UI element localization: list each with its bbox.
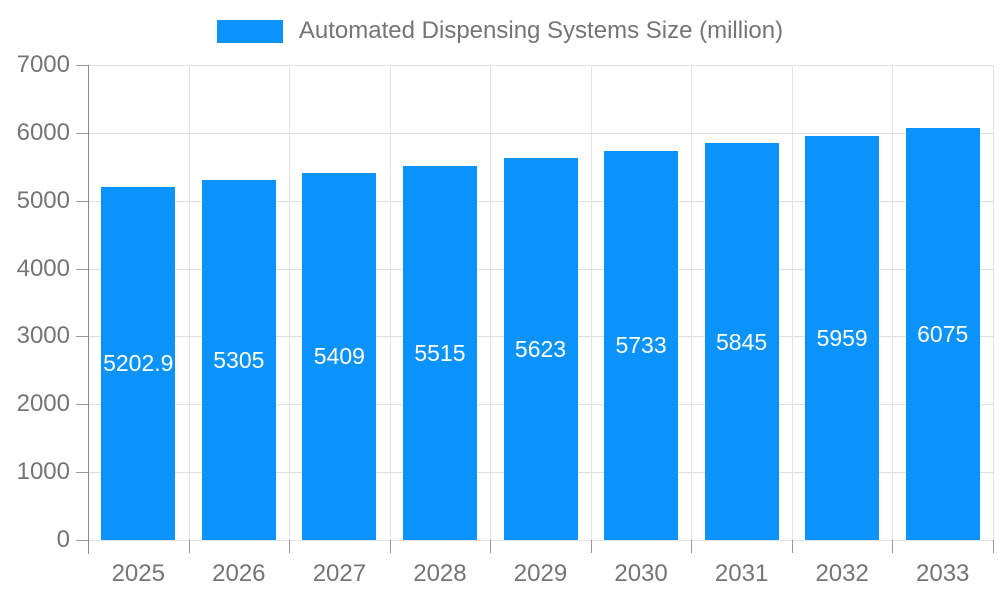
y-axis-label: 7000 [16, 51, 70, 78]
x-axis-label: 2032 [815, 560, 869, 587]
x-axis-tick [590, 540, 592, 553]
x-axis-label: 2033 [916, 560, 970, 587]
x-gridline [892, 65, 894, 540]
y-axis-line [88, 65, 89, 554]
y-axis-label: 0 [56, 526, 70, 553]
bar: 5845 [704, 143, 779, 540]
x-gridline [490, 65, 492, 540]
y-gridline [88, 540, 993, 541]
bar: 5959 [805, 135, 880, 540]
x-axis-label: 2027 [312, 560, 367, 587]
bar: 5623 [503, 158, 578, 540]
x-axis-tick [993, 540, 994, 553]
bar-value-label: 5202.9 [103, 350, 174, 377]
y-axis-tick [76, 200, 88, 202]
x-gridline [188, 65, 190, 540]
bar-value-label: 5409 [313, 343, 365, 370]
bar-value-label: 5515 [414, 339, 466, 366]
y-axis-tick [76, 540, 88, 541]
y-axis-tick [76, 404, 88, 406]
legend-swatch [216, 19, 283, 43]
x-gridline [993, 65, 994, 540]
x-gridline [791, 65, 793, 540]
x-gridline [590, 65, 592, 540]
y-axis-label: 6000 [16, 118, 70, 146]
y-gridline [88, 65, 993, 66]
x-axis-tick [791, 540, 793, 553]
x-axis-label: 2031 [714, 560, 769, 587]
bar-value-label: 5305 [213, 347, 265, 373]
bar-value-label: 5845 [716, 328, 768, 355]
x-axis-tick [188, 540, 190, 553]
y-gridline [88, 132, 993, 134]
x-gridline [289, 65, 291, 540]
bar: 6075 [905, 127, 980, 540]
x-axis-label: 2026 [212, 560, 266, 587]
x-gridline [691, 65, 693, 540]
x-axis-label: 2025 [111, 560, 165, 587]
bar: 5409 [302, 172, 377, 540]
y-axis-label: 1000 [16, 458, 70, 486]
bar: 5733 [604, 150, 679, 540]
bar: 5305 [201, 180, 276, 540]
bar-value-label: 5623 [514, 336, 567, 363]
x-axis-tick [691, 540, 693, 553]
x-axis-label: 2028 [413, 560, 467, 587]
y-axis-tick [76, 336, 88, 338]
x-axis-tick [389, 540, 391, 553]
x-axis-label: 2029 [513, 560, 568, 587]
bar-value-label: 5959 [816, 324, 868, 351]
x-axis-label: 2030 [614, 560, 668, 587]
y-axis-tick [76, 132, 88, 134]
chart-legend[interactable]: Automated Dispensing Systems Size (milli… [0, 16, 1000, 46]
legend-label: Automated Dispensing Systems Size (milli… [298, 17, 784, 44]
bar-value-label: 6075 [917, 320, 969, 347]
y-axis-label: 4000 [16, 254, 70, 282]
x-axis-tick [490, 540, 492, 553]
y-axis-tick [76, 472, 88, 474]
x-axis-tick [892, 540, 894, 553]
y-axis-label: 2000 [16, 390, 70, 418]
y-axis-tick [76, 65, 88, 66]
bar-value-label: 5733 [615, 332, 667, 359]
bar: 5515 [402, 165, 477, 540]
x-axis-tick [289, 540, 291, 553]
y-axis-label: 3000 [16, 322, 70, 350]
y-axis-tick [76, 268, 88, 270]
y-axis-label: 5000 [16, 186, 70, 214]
x-gridline [389, 65, 391, 540]
bar: 5202.9 [101, 186, 176, 540]
